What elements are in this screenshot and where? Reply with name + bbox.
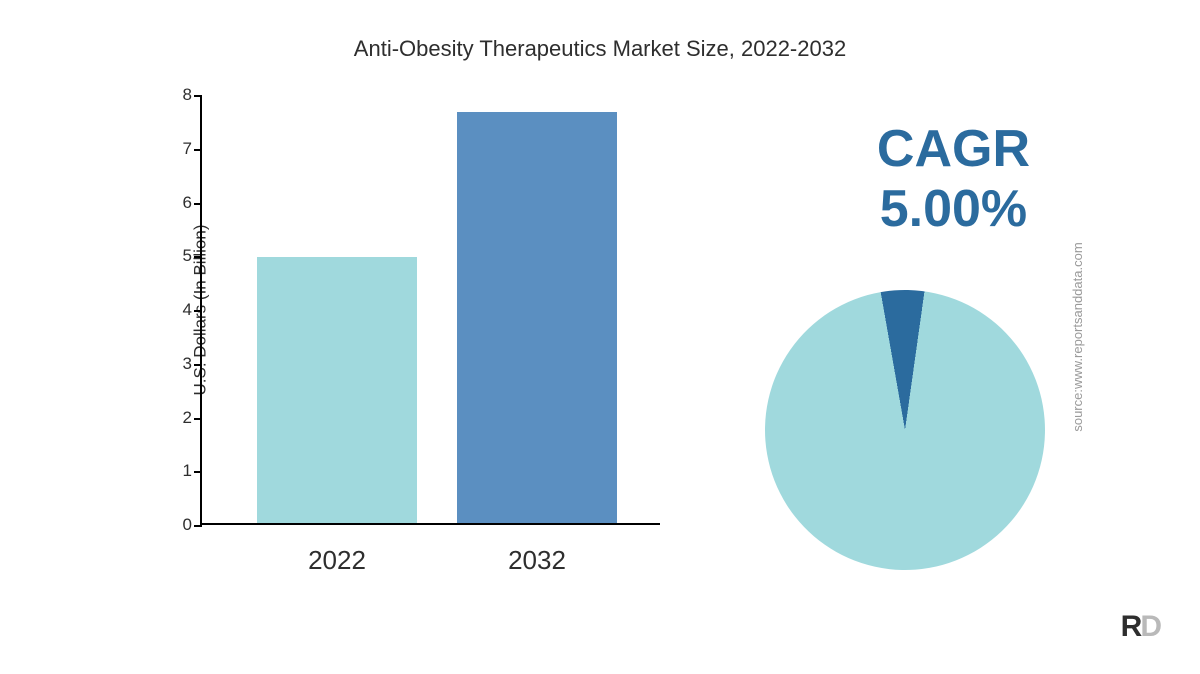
x-tick-label: 2032 <box>508 545 566 576</box>
y-tick-label: 7 <box>172 139 192 159</box>
bar-2032 <box>457 112 617 523</box>
cagr-value: 5.00% <box>877 180 1030 240</box>
logo-d: D <box>1140 610 1160 643</box>
y-tick <box>194 310 202 312</box>
y-tick-label: 3 <box>172 354 192 374</box>
y-tick-label: 5 <box>172 246 192 266</box>
source-credit: source:www.reportsanddata.com <box>1070 242 1085 431</box>
chart-title: Anti-Obesity Therapeutics Market Size, 2… <box>0 36 1200 62</box>
y-tick <box>194 471 202 473</box>
pie-slice <box>743 268 1067 592</box>
y-tick <box>194 256 202 258</box>
y-tick <box>194 418 202 420</box>
y-tick-label: 8 <box>172 85 192 105</box>
x-tick-label: 2022 <box>308 545 366 576</box>
y-tick-label: 0 <box>172 515 192 535</box>
y-tick <box>194 525 202 527</box>
y-tick-label: 1 <box>172 461 192 481</box>
y-tick <box>194 149 202 151</box>
y-tick <box>194 364 202 366</box>
bar-2022 <box>257 257 417 523</box>
logo-r: R <box>1121 610 1141 643</box>
bar-chart: U.S. Dollars (In Billion) 01234567820222… <box>170 95 660 525</box>
pie-chart <box>765 290 1045 570</box>
cagr-block: CAGR 5.00% <box>877 120 1030 240</box>
y-tick-label: 6 <box>172 193 192 213</box>
plot-area: 01234567820222032 <box>200 95 660 525</box>
brand-logo: RD <box>1121 610 1160 644</box>
y-tick-label: 2 <box>172 408 192 428</box>
y-tick <box>194 203 202 205</box>
cagr-label: CAGR <box>877 120 1030 180</box>
y-tick-label: 4 <box>172 300 192 320</box>
y-tick <box>194 95 202 97</box>
